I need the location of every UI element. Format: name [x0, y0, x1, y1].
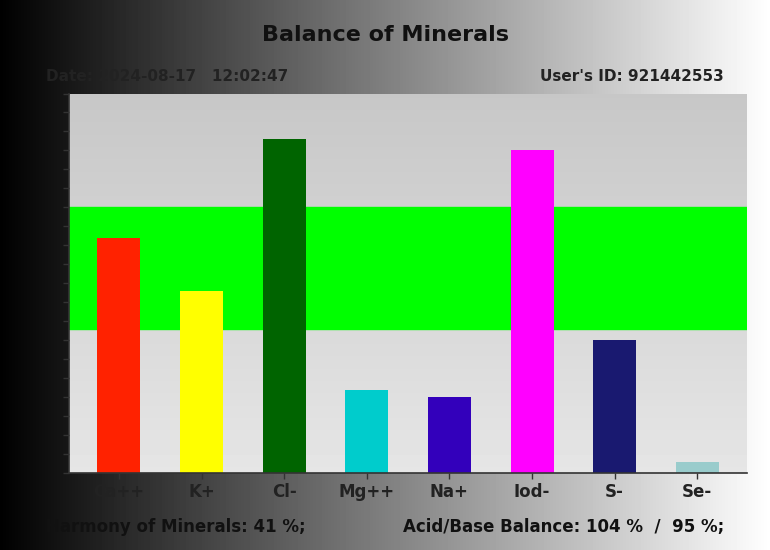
- Bar: [97, 238, 140, 473]
- Bar: [676, 461, 719, 473]
- Bar: [263, 139, 306, 473]
- Text: Acid/Base Balance: 104 %  /  95 %;: Acid/Base Balance: 104 % / 95 %;: [403, 518, 724, 536]
- Text: Date: 2024-08-17   12:02:47: Date: 2024-08-17 12:02:47: [46, 69, 289, 84]
- Text: Balance of Minerals: Balance of Minerals: [262, 25, 508, 45]
- Bar: [180, 291, 223, 473]
- Bar: [511, 151, 554, 473]
- Text: User's ID: 921442553: User's ID: 921442553: [540, 69, 724, 84]
- Text: Harmony of Minerals: 41 %;: Harmony of Minerals: 41 %;: [46, 518, 306, 536]
- Bar: [345, 389, 388, 473]
- Bar: [69, 207, 747, 329]
- Bar: [593, 340, 636, 473]
- Bar: [428, 397, 471, 473]
